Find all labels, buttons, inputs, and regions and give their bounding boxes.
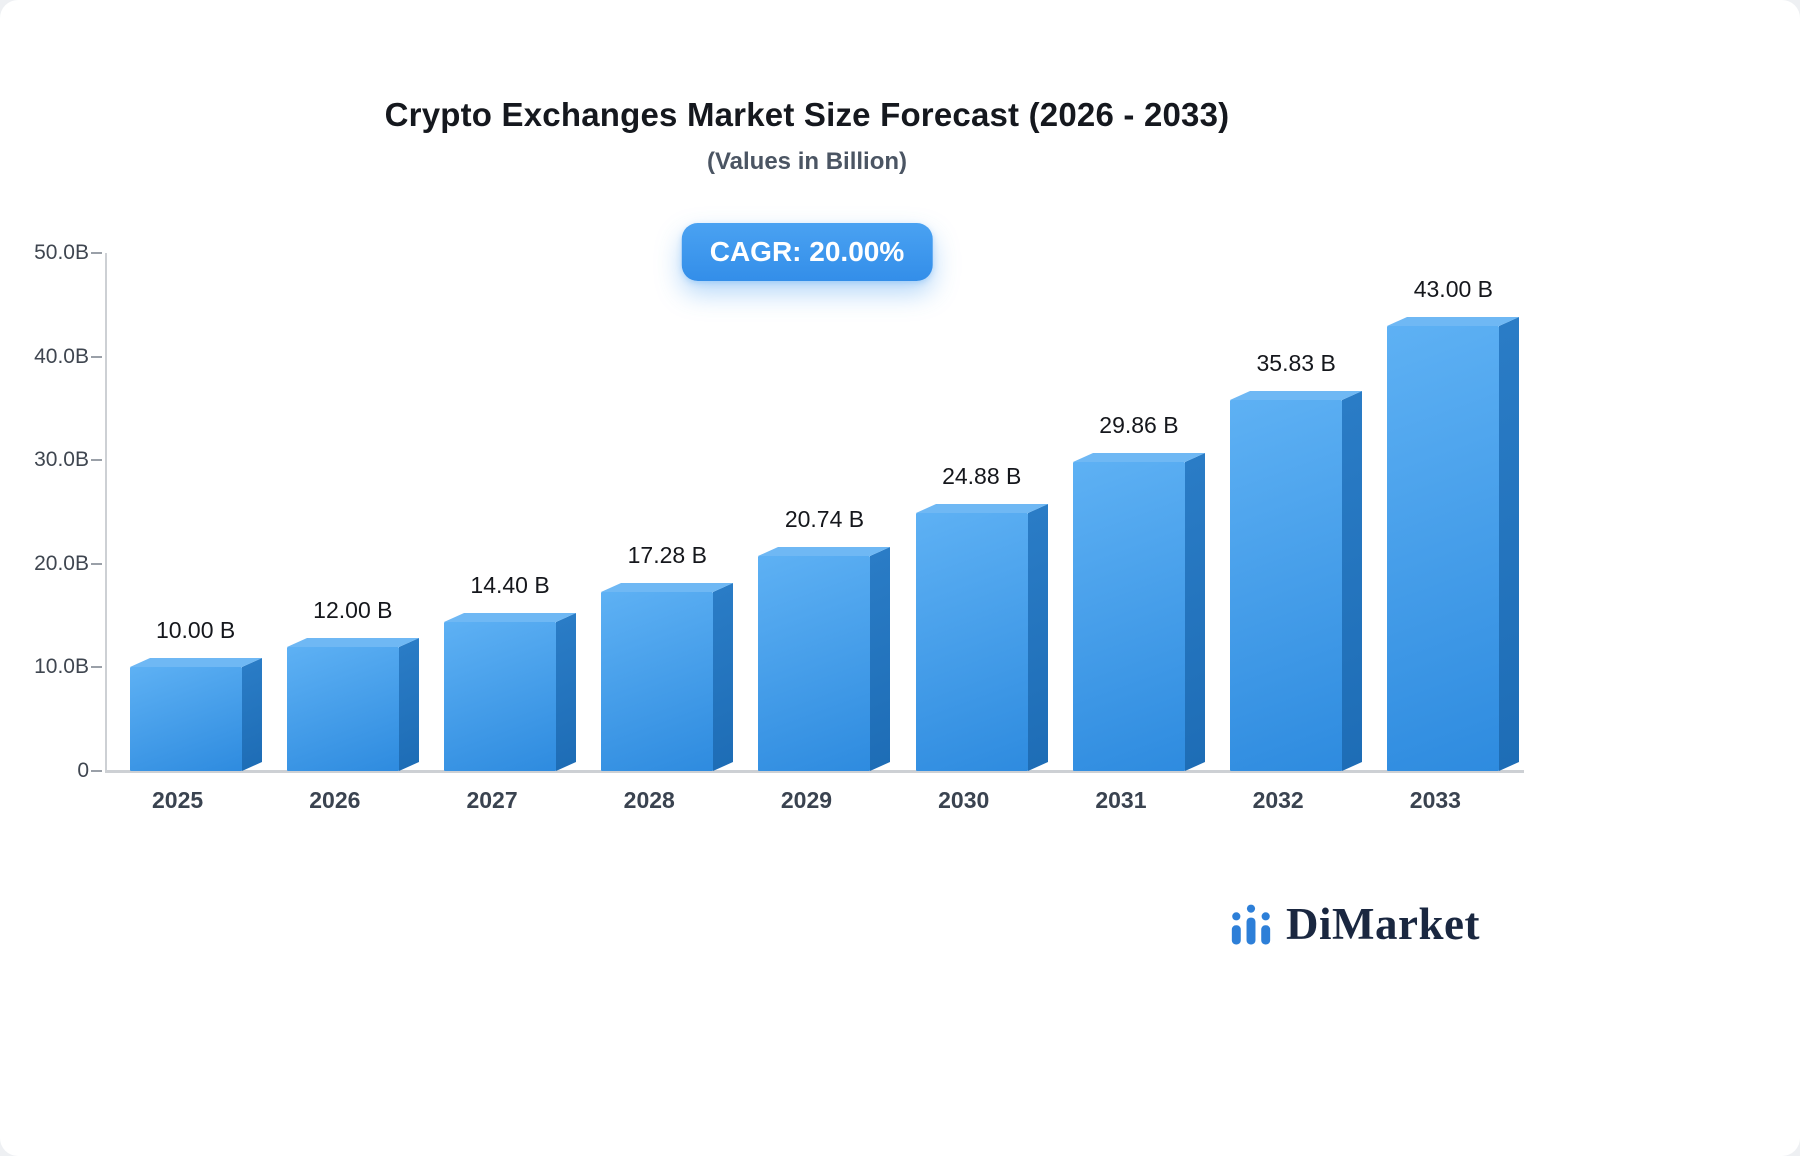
bar-top-face [758,547,891,557]
y-axis-tick-label: 30.0B [34,448,89,472]
y-axis-tick-mark [91,666,102,669]
bar-group: 17.28 B 2028 [579,253,736,813]
y-axis-tick-mark [91,770,102,772]
x-axis-label: 2031 [1095,787,1147,813]
bar-chart-logo-icon [1228,901,1274,947]
bar-top-face [129,658,262,668]
bar-group: 35.83 B 2032 [1208,253,1365,813]
bar-front-face [1072,461,1185,771]
x-axis-label: 2030 [938,787,990,813]
bar: 43.00 B [1387,276,1520,771]
bar-front-face [601,591,714,771]
bar-value-label: 43.00 B [1413,275,1494,302]
bar-value-label: 12.00 B [313,596,393,623]
x-axis-label: 2032 [1252,787,1304,813]
bar-front-face [915,513,1028,771]
bar-group: 14.40 B 2027 [421,253,578,813]
y-axis-tick-mark [91,562,102,565]
bar: 17.28 B [601,542,734,771]
bar-value-label: 24.88 B [942,463,1022,490]
bar-side-face [713,582,734,771]
chart-title: Crypto Exchanges Market Size Forecast (2… [384,96,1230,133]
bar-value-label: 20.74 B [784,506,865,533]
bar: 14.40 B [444,572,577,771]
bar-top-face [286,637,419,647]
bar-side-face [870,547,891,771]
bar-top-face [915,504,1048,514]
bar-value-label: 17.28 B [627,541,707,568]
bar-side-face [241,658,262,771]
brand-name: DiMarket [1286,899,1480,949]
bar-value-label: 10.00 B [155,617,236,644]
x-axis-label: 2028 [623,787,675,813]
y-axis-tick-label: 50.0B [34,241,89,264]
y-axis-tick-mark [91,252,102,254]
bar-value-label: 29.86 B [1099,411,1179,438]
bar: 29.86 B [1072,412,1205,771]
bar: 10.00 B [129,617,262,771]
y-axis-tick-label: 0 [77,759,89,782]
bar-side-face [1027,504,1048,771]
bar-side-face [1184,452,1205,771]
bar-front-face [1230,399,1343,771]
bar-side-face [398,637,419,771]
bar-side-face [556,612,577,771]
bar-front-face [129,667,242,771]
brand-logo: DiMarket [1228,898,1480,950]
x-axis-label: 2027 [466,787,518,813]
y-axis-tick-label: 10.0B [34,655,89,679]
bar-front-face [444,621,557,771]
bar-value-label: 35.83 B [1256,349,1336,376]
chart-subtitle: (Values in Billion) [706,148,908,175]
bar-top-face [1387,316,1520,326]
bar-group: 29.86 B 2031 [1050,253,1207,813]
x-axis-label: 2033 [1409,787,1461,813]
bar-front-face [1387,325,1500,771]
y-axis-tick-mark [91,459,102,462]
bar: 12.00 B [286,597,419,771]
bar-top-face [1072,452,1205,462]
x-axis-line [105,770,1524,773]
x-axis-label: 2025 [152,787,204,813]
bar-side-face [1499,316,1520,771]
bar-group: 43.00 B 2033 [1365,253,1522,813]
y-axis-tick-label: 20.0B [34,551,89,575]
bar: 24.88 B [915,463,1048,771]
bar-front-face [286,646,399,771]
bar: 35.83 B [1230,350,1363,771]
bar: 20.74 B [758,506,891,771]
bar-top-face [1230,390,1363,400]
y-axis-tick-mark [91,355,102,358]
bar-top-face [444,612,577,622]
bar-group: 12.00 B 2026 [264,253,421,813]
x-axis-label: 2029 [780,787,833,813]
y-axis-tick-label: 40.0B [34,344,89,368]
bar-group: 10.00 B 2025 [107,253,264,813]
bar-group: 24.88 B 2030 [893,253,1050,813]
cagr-badge: CAGR: 20.00% [681,223,933,281]
bar-top-face [601,582,734,592]
plot-area: 0 10.0B 20.0B 30.0B 40.0B 50.0B 10.00 B 2025 12.… [34,241,1524,813]
bar-value-label: 14.40 B [470,571,550,598]
x-axis-label: 2026 [309,787,361,813]
bar-side-face [1342,390,1363,771]
bar-group: 20.74 B 2029 [736,253,893,813]
bar-front-face [758,556,871,771]
